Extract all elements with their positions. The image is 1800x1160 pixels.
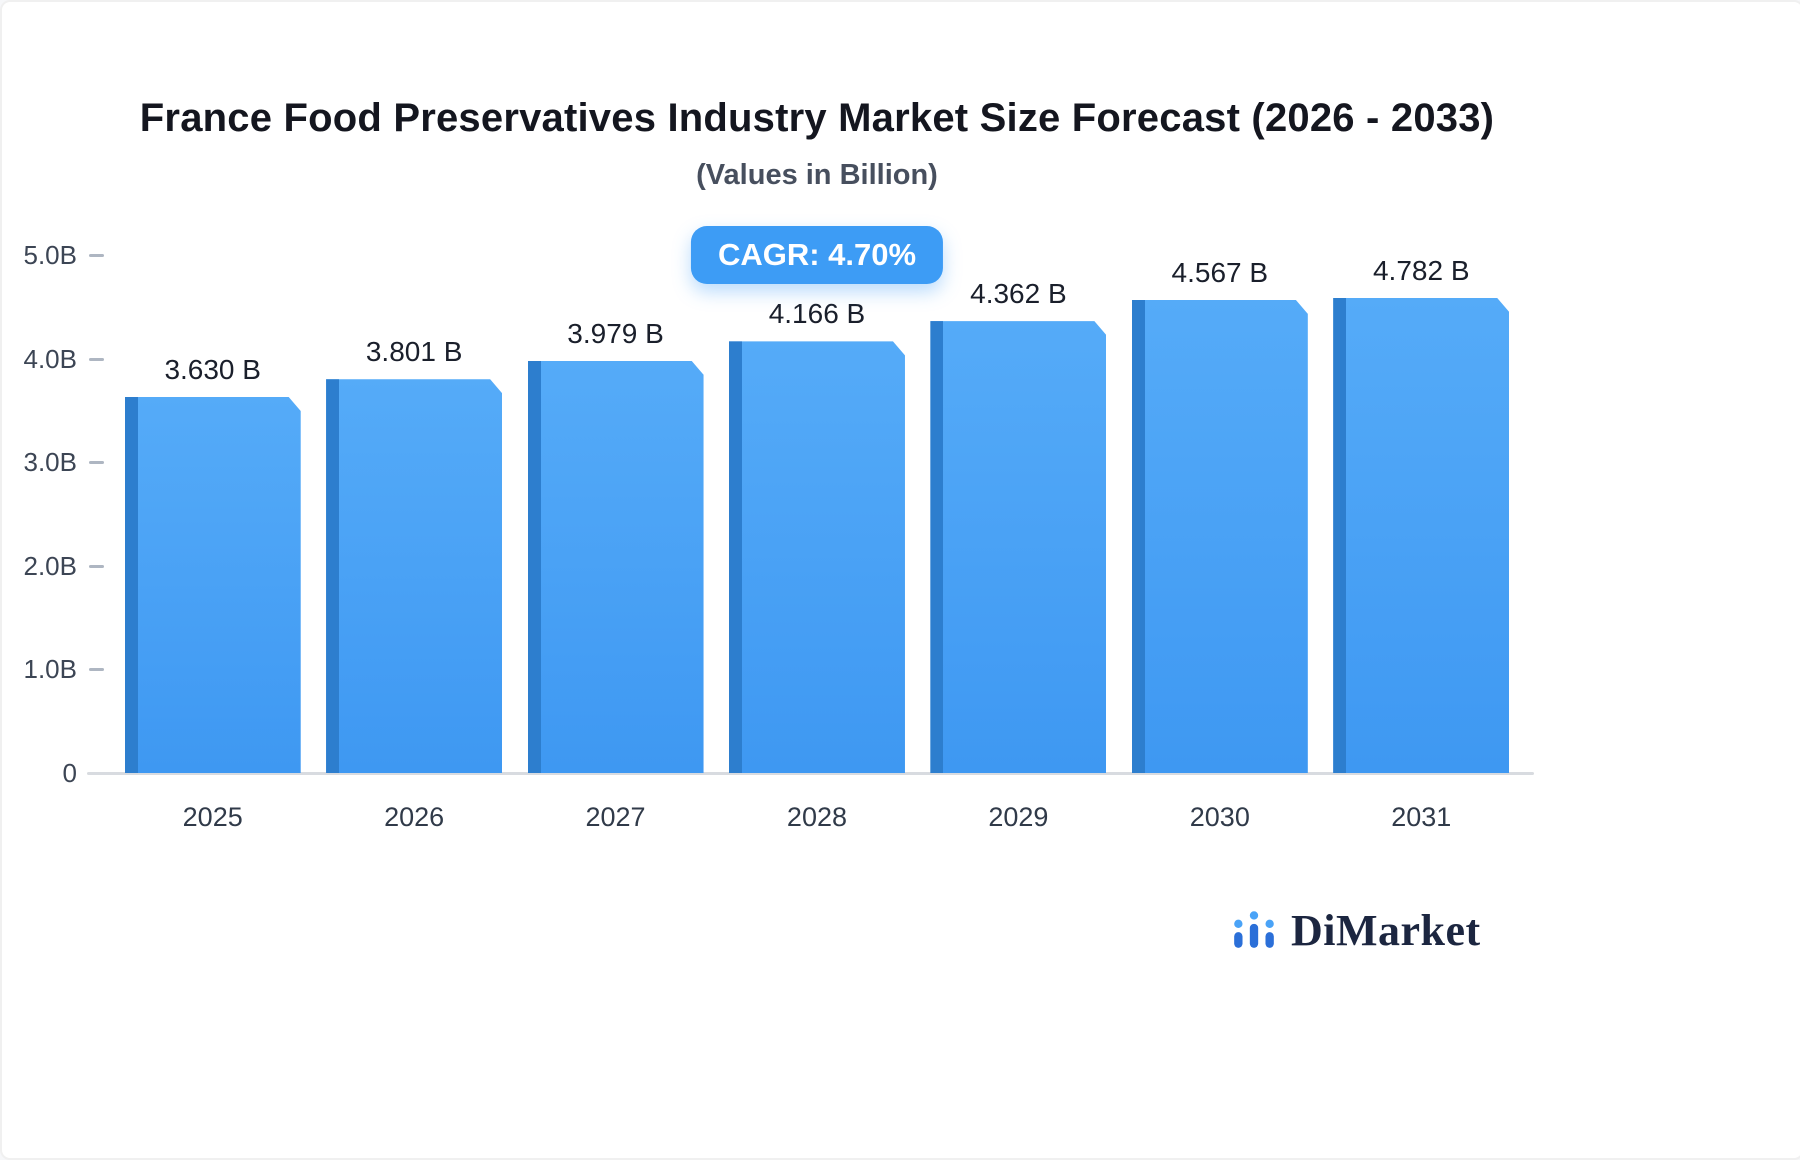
- y-axis-tick: [89, 461, 104, 465]
- x-axis-label: 2029: [988, 802, 1049, 832]
- bar: [326, 379, 502, 773]
- plot-area: 3.630 B 2025 3.801 B 2026 3.979 B 2027 4.166 B…: [87, 255, 1534, 832]
- bar-group: 3.630 B 2025: [125, 255, 301, 832]
- bar-group: 3.979 B 2027: [528, 255, 704, 832]
- bar-group: 4.362 B 2029: [930, 255, 1106, 832]
- y-axis-label: 1.0B: [23, 654, 78, 685]
- dimarket-logo-text: DiMarket: [1291, 906, 1481, 955]
- bar: [930, 321, 1106, 773]
- x-axis-label: 2027: [585, 802, 646, 832]
- bar-value-label: 4.782 B: [1372, 255, 1470, 286]
- bar-value-label: 4.567 B: [1171, 256, 1269, 288]
- x-axis-label: 2028: [786, 802, 847, 832]
- bar-chart: 5.0B 4.0B 3.0B 2.0B 1.0B 0 3.630 B 2025 3.801 B…: [2, 240, 1800, 832]
- x-axis-label: 2026: [384, 802, 445, 832]
- y-axis-label: 2.0B: [23, 550, 78, 581]
- bar: [125, 397, 301, 773]
- y-axis-tick: [89, 357, 104, 361]
- bar-group: 4.782 B 2031: [1333, 255, 1509, 832]
- bar-chart-logo-icon: [1230, 904, 1278, 957]
- bar: [1333, 298, 1509, 773]
- bar-value-label: 4.362 B: [970, 278, 1067, 310]
- bar-value-label: 3.630 B: [164, 353, 261, 385]
- dimarket-logo: DiMarket: [1230, 904, 1481, 957]
- bars-container: 3.630 B 2025 3.801 B 2026 3.979 B 2027 4.166 B…: [112, 255, 1522, 832]
- cagr-badge: CAGR: 4.70%: [690, 226, 944, 284]
- y-axis-tick: [89, 564, 104, 568]
- y-axis-tick: [89, 254, 104, 257]
- y-axis-tick: [89, 668, 104, 672]
- chart-header: France Food Preservatives Industry Marke…: [2, 96, 1632, 192]
- bar: [729, 341, 905, 773]
- x-axis-label: 2030: [1189, 802, 1250, 832]
- bar-value-label: 3.979 B: [567, 317, 664, 349]
- bar-group: 3.801 B 2026: [326, 255, 502, 832]
- x-axis-baseline: [87, 772, 1534, 775]
- bar-group: 4.166 B 2028: [729, 255, 905, 832]
- y-axis-label: 5.0B: [23, 240, 78, 270]
- bar-value-label: 3.801 B: [365, 336, 463, 368]
- chart-subtitle: (Values in Billion): [696, 159, 938, 191]
- x-axis-label: 2025: [182, 802, 243, 832]
- x-axis-label: 2031: [1391, 802, 1452, 832]
- bar: [528, 361, 704, 773]
- y-axis: 5.0B 4.0B 3.0B 2.0B 1.0B 0: [2, 240, 112, 788]
- chart-title: France Food Preservatives Industry Marke…: [139, 96, 1495, 140]
- bar-group: 4.567 B 2030: [1132, 255, 1308, 832]
- y-axis-label: 3.0B: [23, 447, 78, 478]
- y-axis-label: 0: [62, 758, 77, 788]
- bar: [1132, 300, 1308, 773]
- bar-value-label: 4.166 B: [768, 298, 866, 330]
- y-axis-label: 4.0B: [23, 343, 78, 374]
